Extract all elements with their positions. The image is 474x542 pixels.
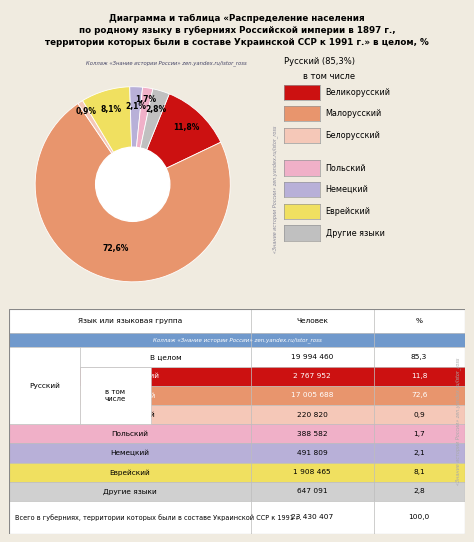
Text: Великорусский: Великорусский: [100, 373, 160, 379]
Text: 388 582: 388 582: [297, 431, 328, 437]
Text: Польский: Польский: [326, 164, 366, 172]
Text: Всего в губерниях, территории которых были в составе Украинской ССР к 1991 г.: Всего в губерниях, территории которых бы…: [15, 514, 301, 521]
Text: Великорусский: Великорусский: [326, 88, 391, 96]
Bar: [374, 463, 465, 482]
Text: Язык или языковая группа: Язык или языковая группа: [78, 318, 182, 324]
Bar: [374, 333, 465, 347]
Text: 11,8%: 11,8%: [173, 123, 200, 132]
Text: 2,1: 2,1: [413, 450, 425, 456]
Bar: [251, 424, 374, 443]
Text: Малорусский: Малорусский: [326, 109, 382, 118]
Text: Коллаж «Знание истории России» zen.yandex.ru/istor_ross: Коллаж «Знание истории России» zen.yande…: [85, 60, 246, 66]
Text: Польский: Польский: [111, 431, 148, 437]
Bar: [80, 366, 151, 424]
Text: 11,8: 11,8: [411, 373, 427, 379]
Wedge shape: [133, 94, 221, 184]
Text: 2,8: 2,8: [413, 488, 425, 494]
Bar: [251, 463, 374, 482]
Bar: [80, 347, 251, 366]
Bar: [251, 347, 374, 366]
Text: в том
числе: в том числе: [105, 389, 126, 402]
Bar: [9, 366, 251, 386]
Text: «Знание истории России» zen.yandex.ru/istor_ross: «Знание истории России» zen.yandex.ru/is…: [455, 358, 461, 485]
Bar: [374, 424, 465, 443]
Bar: [374, 347, 465, 366]
Bar: [9, 482, 251, 501]
Circle shape: [96, 147, 170, 221]
Bar: [9, 501, 251, 534]
Text: %: %: [416, 318, 422, 324]
Text: 2 767 952: 2 767 952: [293, 373, 331, 379]
Bar: [251, 386, 374, 405]
Bar: [251, 501, 374, 534]
Text: 1,7%: 1,7%: [136, 95, 156, 104]
Text: Немецкий: Немецкий: [326, 185, 368, 194]
Wedge shape: [133, 87, 153, 184]
Bar: [9, 333, 251, 347]
Wedge shape: [130, 87, 143, 184]
Wedge shape: [78, 101, 133, 184]
Bar: [251, 443, 374, 463]
Text: 72,6: 72,6: [411, 392, 427, 398]
Text: 0,9: 0,9: [413, 411, 425, 418]
Text: Другие языки: Другие языки: [103, 488, 157, 494]
Text: В целом: В целом: [114, 354, 146, 360]
Text: Коллаж «Знание истории России» zen.yandex.ru/istor_ross: Коллаж «Знание истории России» zen.yande…: [153, 337, 321, 343]
Bar: [9, 347, 251, 366]
Text: 491 809: 491 809: [297, 450, 328, 456]
Bar: [374, 366, 465, 386]
Bar: [9, 463, 251, 482]
Text: 19 994 460: 19 994 460: [291, 354, 333, 360]
Bar: [374, 501, 465, 534]
Text: 2,1%: 2,1%: [125, 102, 146, 111]
Bar: [9, 347, 80, 424]
Bar: [9, 443, 251, 463]
Text: в том числе: в том числе: [303, 72, 356, 81]
Text: 8,1%: 8,1%: [100, 105, 121, 114]
Text: 23 430 407: 23 430 407: [291, 514, 333, 520]
Bar: [9, 405, 251, 424]
Text: Диаграмма и таблица «Распределение населения
по родному языку в губерниях Россий: Диаграмма и таблица «Распределение насел…: [45, 14, 429, 47]
Text: Еврейский: Еврейский: [326, 207, 371, 216]
Bar: [9, 386, 251, 405]
Bar: [251, 366, 374, 386]
Text: 2,8%: 2,8%: [145, 105, 166, 114]
Bar: [374, 482, 465, 501]
Text: В целом: В целом: [149, 354, 181, 360]
Wedge shape: [35, 104, 230, 282]
Text: 0,9%: 0,9%: [76, 107, 97, 117]
Text: Человек: Человек: [296, 318, 328, 324]
Bar: [251, 405, 374, 424]
Text: Немецкий: Немецкий: [110, 450, 150, 456]
Text: 72,6%: 72,6%: [102, 244, 128, 253]
Bar: [374, 386, 465, 405]
Bar: [374, 309, 465, 333]
Bar: [374, 405, 465, 424]
Wedge shape: [133, 89, 169, 184]
Text: 647 091: 647 091: [297, 488, 328, 494]
Text: Русский (85,3%): Русский (85,3%): [284, 57, 356, 66]
Bar: [9, 424, 251, 443]
Text: 8,1: 8,1: [413, 469, 425, 475]
Text: 1,7: 1,7: [413, 431, 425, 437]
Bar: [251, 333, 374, 347]
Text: 220 820: 220 820: [297, 411, 328, 418]
Bar: [9, 309, 251, 333]
Text: 85,3: 85,3: [411, 354, 427, 360]
Text: Белорусский: Белорусский: [105, 411, 155, 418]
Text: 17 005 688: 17 005 688: [291, 392, 333, 398]
Bar: [251, 309, 374, 333]
Bar: [374, 443, 465, 463]
Text: Еврейский: Еврейский: [109, 469, 150, 475]
Text: 100,0: 100,0: [409, 514, 429, 520]
Text: «Знание истории России» zen.yandex.ru/istor_ross: «Знание истории России» zen.yandex.ru/is…: [273, 126, 278, 254]
Text: Белорусский: Белорусский: [326, 131, 381, 140]
Wedge shape: [82, 87, 133, 184]
Text: Русский: Русский: [29, 383, 60, 389]
Text: 1 908 465: 1 908 465: [293, 469, 331, 475]
Text: Малорусский: Малорусский: [104, 392, 155, 399]
Text: Другие языки: Другие языки: [326, 229, 384, 237]
Bar: [251, 482, 374, 501]
